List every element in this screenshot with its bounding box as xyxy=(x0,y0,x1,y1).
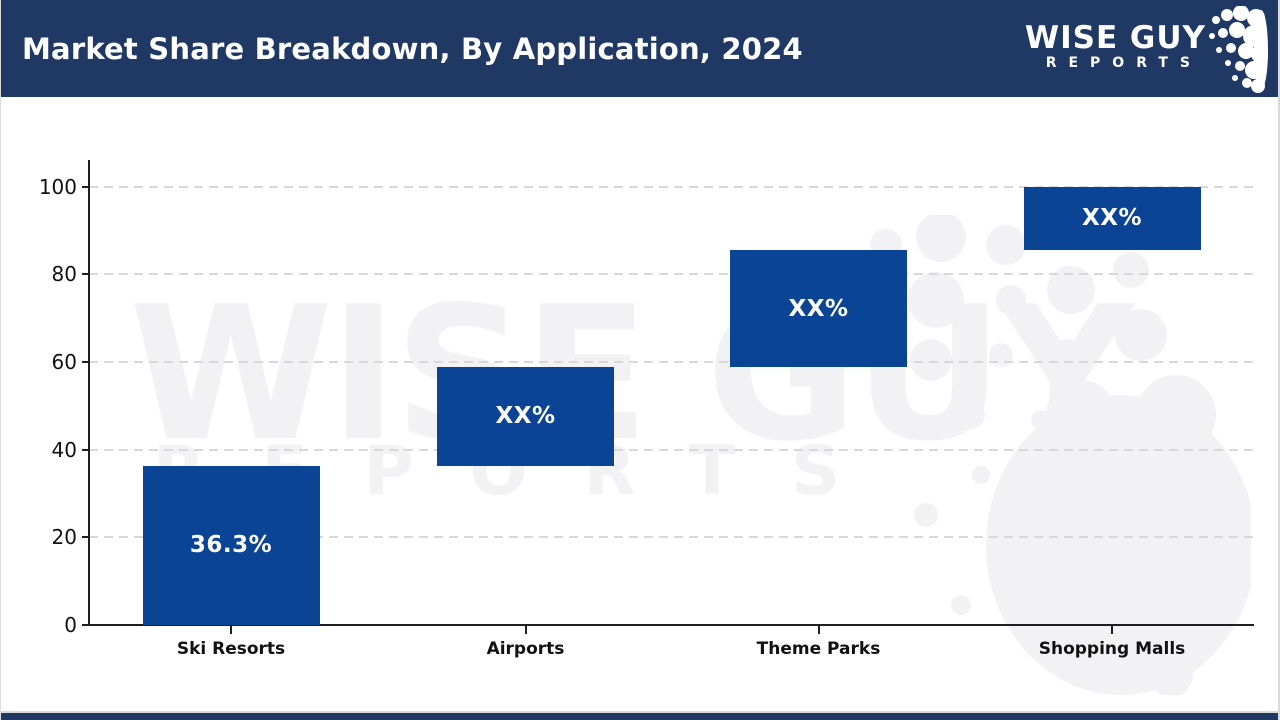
x-category-shopping-malls: Shopping Malls xyxy=(1038,639,1186,659)
x-category-theme-parks: Theme Parks xyxy=(756,639,881,659)
bar-value-label-shopping-malls: XX% xyxy=(1081,205,1142,232)
wise-guy-logo: WISE GUY REPORTS xyxy=(1024,0,1268,97)
y-tick-label-100: 100 xyxy=(38,174,77,199)
logo-face-icon xyxy=(1209,6,1268,93)
bar-value-label-theme-parks: XX% xyxy=(788,295,849,322)
logo-subtitle: REPORTS xyxy=(1045,55,1202,71)
y-tick-40 xyxy=(82,448,89,451)
x-tick-airports xyxy=(524,626,527,634)
page-title: Market Share Breakdown, By Application, … xyxy=(22,31,803,66)
y-tick-100 xyxy=(82,185,89,188)
watermark-wordmark: WISE GUY xyxy=(129,266,1134,482)
y-tick-0 xyxy=(82,624,89,626)
y-tick-label-20: 20 xyxy=(51,525,77,550)
watermark-face-dots xyxy=(849,215,1251,695)
bar-shopping-malls: XX% xyxy=(1023,186,1201,251)
x-tick-ski-resorts xyxy=(230,626,232,634)
y-tick-60 xyxy=(82,361,89,364)
y-tick-20 xyxy=(82,536,89,539)
x-category-airports: Airports xyxy=(486,639,565,659)
x-category-ski-resorts: Ski Resorts xyxy=(176,639,286,659)
gridline-80 xyxy=(89,273,1254,276)
header: Market Share Breakdown, By Application, … xyxy=(1,0,1278,97)
bar-value-label-ski-resorts: 36.3% xyxy=(189,532,273,559)
x-tick-shopping-malls xyxy=(1111,626,1113,634)
y-axis xyxy=(88,160,90,626)
gridline-40 xyxy=(89,448,1254,451)
bar-value-label-airports: XX% xyxy=(495,403,556,430)
y-tick-label-60: 60 xyxy=(51,350,77,375)
y-tick-label-80: 80 xyxy=(51,262,77,287)
gridline-20 xyxy=(89,536,1254,539)
gridline-60 xyxy=(89,361,1254,364)
x-axis xyxy=(88,624,1254,626)
y-tick-label-0: 0 xyxy=(64,613,77,637)
gridline-100 xyxy=(89,185,1254,188)
bar-airports: XX% xyxy=(437,366,614,466)
y-tick-80 xyxy=(82,273,89,276)
bar-theme-parks: XX% xyxy=(730,250,907,367)
footer-bar xyxy=(1,711,1278,720)
y-tick-label-40: 40 xyxy=(51,437,77,462)
x-tick-theme-parks xyxy=(817,626,820,634)
bar-ski-resorts: 36.3% xyxy=(142,465,320,625)
logo-wordmark: WISE GUY xyxy=(1024,20,1206,56)
